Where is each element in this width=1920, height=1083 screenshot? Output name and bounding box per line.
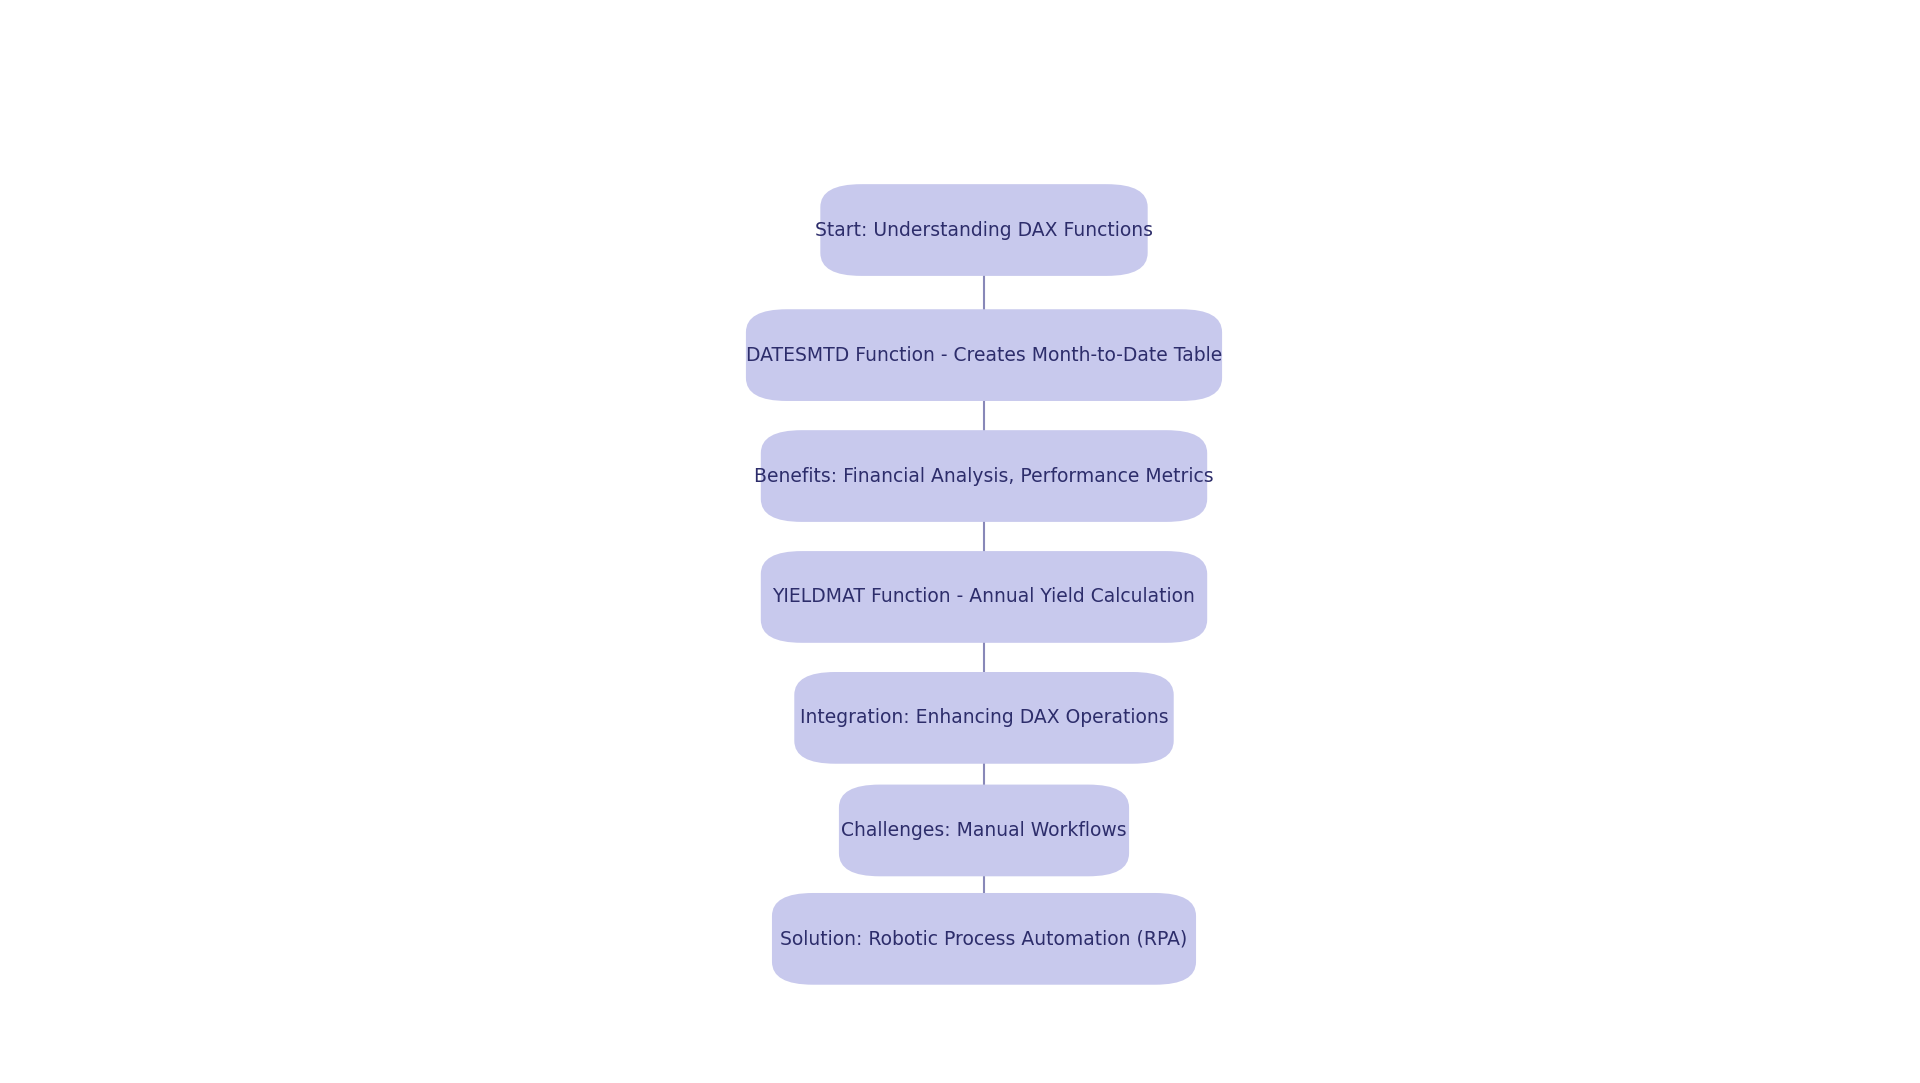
Text: Solution: Robotic Process Automation (RPA): Solution: Robotic Process Automation (RP… bbox=[780, 929, 1188, 949]
Text: Integration: Enhancing DAX Operations: Integration: Enhancing DAX Operations bbox=[801, 708, 1167, 728]
Text: Benefits: Financial Analysis, Performance Metrics: Benefits: Financial Analysis, Performanc… bbox=[755, 467, 1213, 485]
FancyBboxPatch shape bbox=[760, 551, 1208, 643]
FancyBboxPatch shape bbox=[760, 430, 1208, 522]
Text: Challenges: Manual Workflows: Challenges: Manual Workflows bbox=[841, 821, 1127, 840]
FancyBboxPatch shape bbox=[772, 893, 1196, 984]
FancyBboxPatch shape bbox=[745, 310, 1221, 401]
Text: DATESMTD Function - Creates Month-to-Date Table: DATESMTD Function - Creates Month-to-Dat… bbox=[745, 345, 1223, 365]
FancyBboxPatch shape bbox=[839, 784, 1129, 876]
Text: YIELDMAT Function - Annual Yield Calculation: YIELDMAT Function - Annual Yield Calcula… bbox=[772, 587, 1196, 606]
Text: Start: Understanding DAX Functions: Start: Understanding DAX Functions bbox=[814, 221, 1154, 239]
FancyBboxPatch shape bbox=[820, 184, 1148, 276]
FancyBboxPatch shape bbox=[795, 671, 1173, 764]
